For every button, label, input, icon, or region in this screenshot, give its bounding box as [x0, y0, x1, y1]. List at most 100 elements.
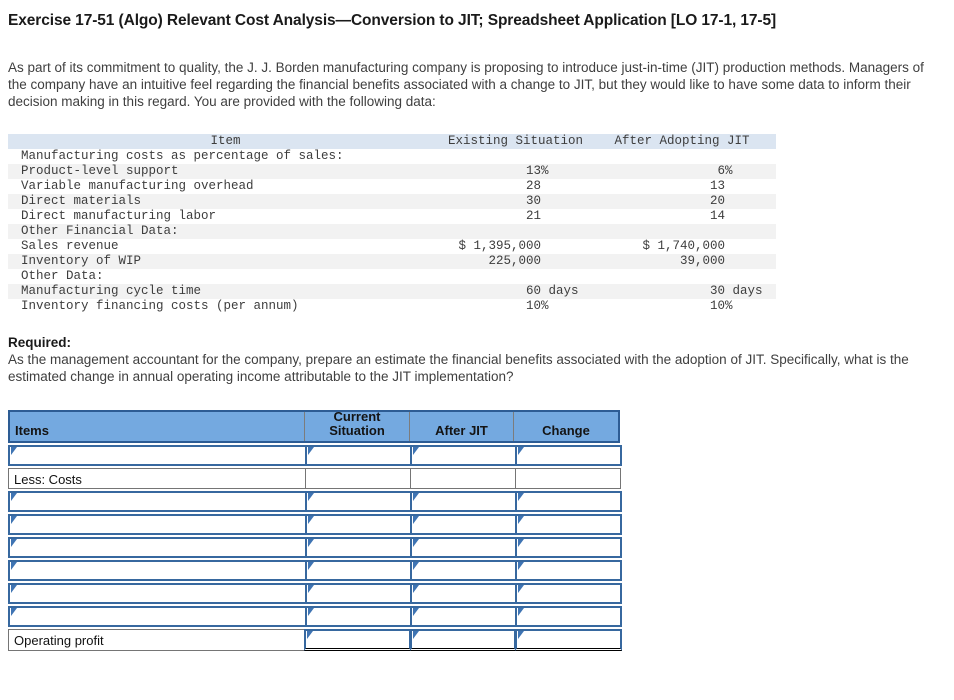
column-header-item: Item	[210, 134, 241, 149]
cell-flag-icon	[518, 630, 525, 639]
less-costs-label: Less: Costs	[8, 467, 306, 489]
cell-flag-icon	[413, 538, 419, 547]
row-label: Inventory financing costs (per annum)	[21, 299, 299, 314]
cell-flag-icon	[11, 584, 17, 593]
after-jit-input-cell[interactable]	[410, 490, 517, 512]
column-header-existing-situation: Existing Situation	[447, 134, 584, 149]
items-input-cell[interactable]	[8, 605, 307, 627]
intro-paragraph: As part of its commitment to quality, th…	[8, 60, 924, 109]
after-jit-input-cell[interactable]	[410, 559, 517, 581]
current-situation-input-cell[interactable]	[305, 536, 412, 558]
cell-flag-icon	[307, 630, 314, 639]
row-label: Manufacturing cycle time	[21, 284, 202, 299]
change-input-cell[interactable]	[515, 513, 622, 535]
table-row: Sales revenue $ 1,395,000 $ 1,740,000	[8, 239, 776, 254]
cell-flag-icon	[308, 607, 314, 616]
cell-flag-icon	[11, 446, 17, 455]
current-situation-input-cell[interactable]	[305, 513, 412, 535]
static-cell	[410, 467, 516, 489]
change-input-cell[interactable]	[515, 605, 622, 627]
existing-value: 13	[525, 164, 541, 179]
items-input-cell[interactable]	[8, 490, 307, 512]
change-input-cell[interactable]	[515, 536, 622, 558]
table-row: Manufacturing cycle time 60 days 30 days	[8, 284, 776, 300]
change-input-cell[interactable]	[515, 559, 622, 581]
static-cell	[305, 467, 411, 489]
existing-value: 10	[525, 299, 541, 314]
answer-input-row	[8, 490, 622, 512]
change-input-cell[interactable]	[515, 490, 622, 512]
existing-value	[443, 224, 541, 239]
items-input-cell[interactable]	[8, 582, 307, 604]
table-row: Direct manufacturing labor 21 14	[8, 209, 776, 224]
after-jit-total-cell[interactable]	[409, 628, 517, 651]
change-total-cell[interactable]	[515, 628, 622, 651]
column-header-current-situation: Current Situation	[305, 409, 410, 441]
cell-flag-icon	[518, 492, 524, 501]
table-row: Variable manufacturing overhead 28 13	[8, 179, 776, 194]
cell-flag-icon	[518, 515, 524, 524]
change-input-cell[interactable]	[515, 582, 622, 604]
after-jit-input-cell[interactable]	[410, 605, 517, 627]
cell-flag-icon	[518, 607, 524, 616]
row-label: Inventory of WIP	[21, 254, 142, 269]
answer-input-row	[8, 536, 622, 558]
cell-flag-icon	[308, 584, 314, 593]
cell-flag-icon	[413, 492, 419, 501]
cell-flag-icon	[308, 515, 314, 524]
existing-value: 225,000	[488, 254, 541, 269]
after-value: 14	[709, 209, 725, 224]
existing-value	[443, 269, 541, 284]
row-label: Other Data:	[21, 269, 104, 284]
cell-flag-icon	[413, 515, 419, 524]
row-label: Direct manufacturing labor	[21, 209, 217, 224]
existing-value: 21	[525, 209, 541, 224]
items-input-cell[interactable]	[8, 536, 307, 558]
cell-flag-icon	[518, 446, 524, 455]
data-table-header-row: Item Existing Situation After Adopting J…	[8, 134, 776, 150]
existing-value: 60	[525, 284, 541, 299]
row-label: Sales revenue	[21, 239, 119, 254]
items-input-cell[interactable]	[8, 513, 307, 535]
row-label: Direct materials	[21, 194, 142, 209]
answer-input-row	[8, 582, 622, 604]
current-situation-input-cell[interactable]	[305, 444, 412, 466]
answer-table-header-row: Items Current Situation After JIT Change	[8, 409, 620, 443]
row-label: Product-level support	[21, 164, 179, 179]
column-header-change: Change	[542, 422, 590, 438]
required-label: Required:	[8, 335, 72, 351]
table-row: Product-level support 13% 6%	[8, 164, 776, 180]
required-text: As the management accountant for the com…	[8, 352, 909, 385]
cell-flag-icon	[11, 607, 17, 616]
change-input-cell[interactable]	[515, 444, 622, 466]
page-title: Exercise 17-51 (Algo) Relevant Cost Anal…	[8, 12, 777, 29]
column-header-after-jit: After JIT	[410, 411, 514, 441]
after-jit-input-cell[interactable]	[410, 513, 517, 535]
cell-flag-icon	[11, 538, 17, 547]
exercise-page: Exercise 17-51 (Algo) Relevant Cost Anal…	[0, 12, 954, 651]
current-situation-input-cell[interactable]	[305, 582, 412, 604]
cell-flag-icon	[413, 561, 419, 570]
existing-value	[443, 149, 541, 164]
after-jit-input-cell[interactable]	[410, 582, 517, 604]
after-value	[588, 149, 725, 164]
current-situation-input-cell[interactable]	[305, 559, 412, 581]
after-value: 39,000	[679, 254, 725, 269]
answer-input-row	[8, 513, 622, 535]
cell-flag-icon	[11, 561, 17, 570]
table-row: Direct materials 30 20	[8, 194, 776, 210]
given-data-table: Item Existing Situation After Adopting J…	[8, 134, 776, 314]
cell-flag-icon	[518, 561, 524, 570]
after-jit-input-cell[interactable]	[410, 536, 517, 558]
current-situation-input-cell[interactable]	[305, 490, 412, 512]
column-header-after-adopting-jit: After Adopting JIT	[614, 134, 750, 149]
current-situation-total-cell[interactable]	[304, 628, 411, 651]
operating-profit-label: Operating profit	[8, 628, 306, 651]
table-row: Manufacturing costs as percentage of sal…	[8, 149, 776, 164]
items-input-cell[interactable]	[8, 444, 307, 466]
after-jit-input-cell[interactable]	[410, 444, 517, 466]
cell-flag-icon	[308, 492, 314, 501]
cell-flag-icon	[308, 446, 314, 455]
items-input-cell[interactable]	[8, 559, 307, 581]
current-situation-input-cell[interactable]	[305, 605, 412, 627]
